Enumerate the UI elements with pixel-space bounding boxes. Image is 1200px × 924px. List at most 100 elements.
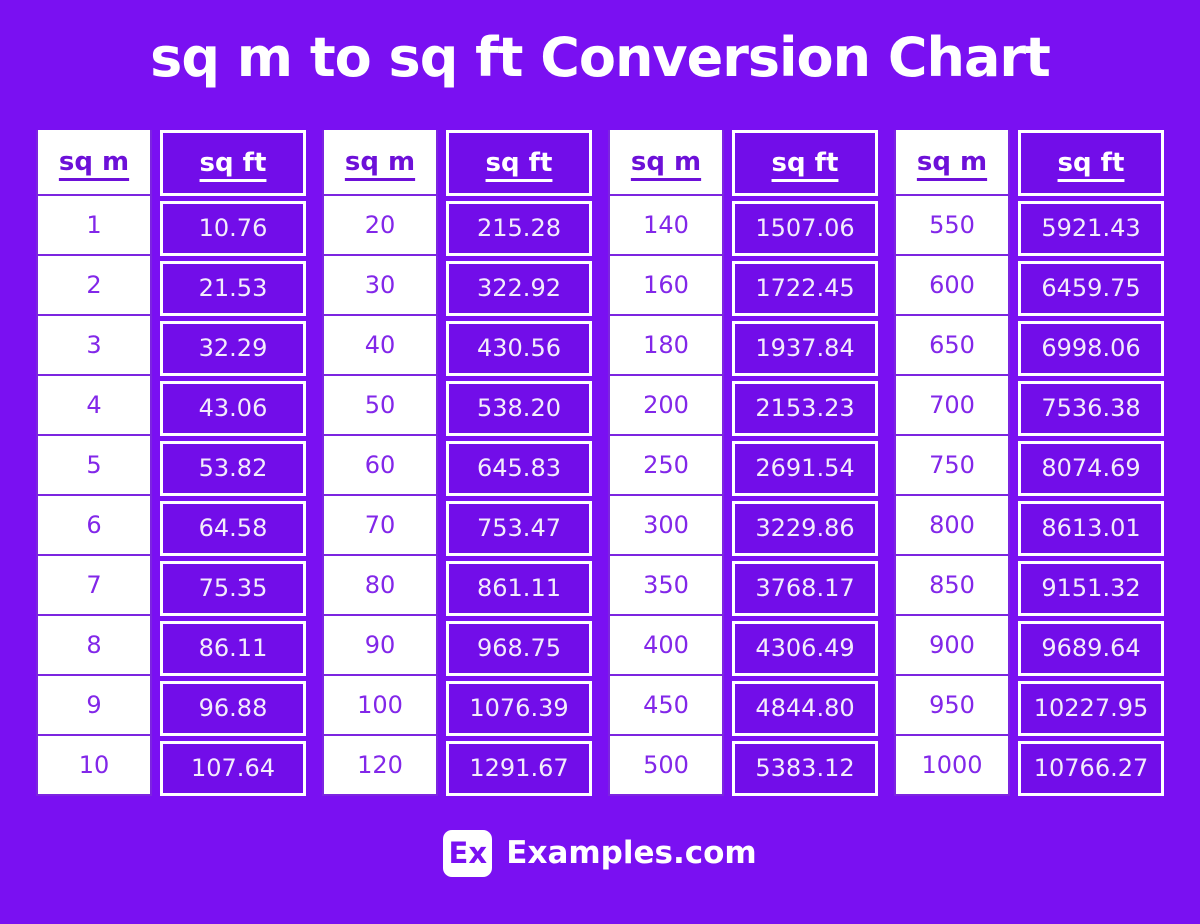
sqft-value-cell: 75.35	[160, 560, 306, 616]
sqm-value-cell: 250	[610, 436, 722, 496]
sqm-column: sq m 1 2 3 4 5 6 7 8 9 10	[36, 129, 152, 796]
sqm-value-cell: 7	[38, 556, 150, 616]
conversion-table: sq m 1 2 3 4 5 6 7 8 9 10 sq ft 10.76 21.53 32.29 43…	[36, 129, 306, 796]
sqft-header: sq ft	[732, 129, 878, 196]
sqft-value-cell: 8613.01	[1018, 500, 1164, 556]
sqm-header: sq m	[38, 130, 150, 196]
sqft-header: sq ft	[446, 129, 592, 196]
sqm-header-label: sq m	[916, 146, 988, 177]
sqft-value-cell: 3229.86	[732, 500, 878, 556]
tables-container: sq m 1 2 3 4 5 6 7 8 9 10 sq ft 10.76 21.53 32.29 43…	[0, 129, 1200, 796]
sqft-value-cell: 5921.43	[1018, 200, 1164, 256]
sqft-value-cell: 10227.95	[1018, 680, 1164, 736]
sqm-value-cell: 6	[38, 496, 150, 556]
examples-logo-text: Ex	[448, 836, 488, 870]
sqm-value-cell: 70	[324, 496, 436, 556]
sqft-value-cell: 6459.75	[1018, 260, 1164, 316]
sqft-value-cell: 9689.64	[1018, 620, 1164, 676]
sqm-value-cell: 30	[324, 256, 436, 316]
sqft-value-cell: 1507.06	[732, 200, 878, 256]
sqm-value-cell: 5	[38, 436, 150, 496]
examples-logo-icon: Ex	[443, 829, 493, 877]
sqm-header-label: sq m	[344, 146, 416, 177]
sqft-value-cell: 107.64	[160, 740, 306, 796]
sqm-value-cell: 90	[324, 616, 436, 676]
sqft-value-cell: 4306.49	[732, 620, 878, 676]
sqft-value-cell: 8074.69	[1018, 440, 1164, 496]
sqft-value-cell: 1937.84	[732, 320, 878, 376]
sqft-value-cell: 968.75	[446, 620, 592, 676]
sqm-value-cell: 450	[610, 676, 722, 736]
sqft-value-cell: 9151.32	[1018, 560, 1164, 616]
sqm-value-cell: 4	[38, 376, 150, 436]
sqm-value-cell: 50	[324, 376, 436, 436]
sqm-value-cell: 650	[896, 316, 1008, 376]
sqft-value-cell: 64.58	[160, 500, 306, 556]
sqm-value-cell: 40	[324, 316, 436, 376]
sqm-value-cell: 20	[324, 196, 436, 256]
sqm-value-cell: 3	[38, 316, 150, 376]
sqft-header-label: sq ft	[485, 147, 553, 178]
sqft-value-cell: 1722.45	[732, 260, 878, 316]
sqm-value-cell: 60	[324, 436, 436, 496]
sqm-column: sq m 550 600 650 700 750 800 850 900 950 1000	[894, 129, 1010, 796]
sqm-value-cell: 500	[643, 750, 689, 779]
sqft-value-cell: 3768.17	[732, 560, 878, 616]
sqft-value-cell: 1076.39	[446, 680, 592, 736]
sqft-value-cell: 2691.54	[732, 440, 878, 496]
footer: Ex Examples.com	[0, 829, 1200, 877]
sqm-value-cell: 160	[610, 256, 722, 316]
sqft-value-cell: 10766.27	[1018, 740, 1164, 796]
sqft-value-cell: 4844.80	[732, 680, 878, 736]
sqft-value-cell: 2153.23	[732, 380, 878, 436]
sqft-value-cell: 215.28	[446, 200, 592, 256]
conversion-table: sq m 140 160 180 200 250 300 350 400 450 500 sq f…	[608, 129, 878, 796]
sqm-value-cell: 1000	[921, 750, 983, 779]
sqm-value-cell: 800	[896, 496, 1008, 556]
sqm-value-cell: 950	[896, 676, 1008, 736]
page-title: sq m to sq ft Conversion Chart	[150, 26, 1051, 89]
sqm-value-cell: 300	[610, 496, 722, 556]
sqft-column: sq ft 1507.06 1722.45 1937.84 2153.23 2691.5…	[732, 129, 878, 796]
sqft-value-cell: 538.20	[446, 380, 592, 436]
sqm-value-cell: 140	[610, 196, 722, 256]
sqft-header-label: sq ft	[1057, 147, 1125, 178]
sqm-column: sq m 140 160 180 200 250 300 350 400 450 500	[608, 129, 724, 796]
sqm-value-cell: 9	[38, 676, 150, 736]
sqft-header-label: sq ft	[771, 147, 839, 178]
sqm-value-cell: 120	[357, 750, 403, 779]
conversion-table: sq m 550 600 650 700 750 800 850 900 950 1000 sq …	[894, 129, 1164, 796]
brand-name: Examples.com	[506, 835, 757, 871]
conversion-table: sq m 20 30 40 50 60 70 80 90 100 120 sq ft 215.28…	[322, 129, 592, 796]
sqm-header: sq m	[610, 130, 722, 196]
sqft-value-cell: 753.47	[446, 500, 592, 556]
sqm-value-cell: 600	[896, 256, 1008, 316]
sqm-value-cell: 350	[610, 556, 722, 616]
sqft-value-cell: 10.76	[160, 200, 306, 256]
sqm-header: sq m	[896, 130, 1008, 196]
sqm-value-cell: 100	[324, 676, 436, 736]
sqm-header: sq m	[324, 130, 436, 196]
sqft-value-cell: 96.88	[160, 680, 306, 736]
sqm-value-cell: 900	[896, 616, 1008, 676]
sqft-value-cell: 5383.12	[732, 740, 878, 796]
sqm-value-cell: 10	[78, 750, 110, 779]
sqft-value-cell: 86.11	[160, 620, 306, 676]
sqm-header-label: sq m	[630, 146, 702, 177]
sqm-value-cell: 180	[610, 316, 722, 376]
sqft-value-cell: 322.92	[446, 260, 592, 316]
sqm-header-label: sq m	[58, 146, 130, 177]
sqft-value-cell: 861.11	[446, 560, 592, 616]
sqft-column: sq ft 10.76 21.53 32.29 43.06 53.82 64.58 75.3…	[160, 129, 306, 796]
sqm-value-cell: 2	[38, 256, 150, 316]
sqft-value-cell: 43.06	[160, 380, 306, 436]
sqm-value-cell: 8	[38, 616, 150, 676]
sqm-value-cell: 400	[610, 616, 722, 676]
sqft-value-cell: 430.56	[446, 320, 592, 376]
sqft-header: sq ft	[160, 129, 306, 196]
sqft-value-cell: 7536.38	[1018, 380, 1164, 436]
sqft-value-cell: 645.83	[446, 440, 592, 496]
sqft-column: sq ft 215.28 322.92 430.56 538.20 645.83 753.…	[446, 129, 592, 796]
sqm-value-cell: 750	[896, 436, 1008, 496]
sqft-value-cell: 21.53	[160, 260, 306, 316]
